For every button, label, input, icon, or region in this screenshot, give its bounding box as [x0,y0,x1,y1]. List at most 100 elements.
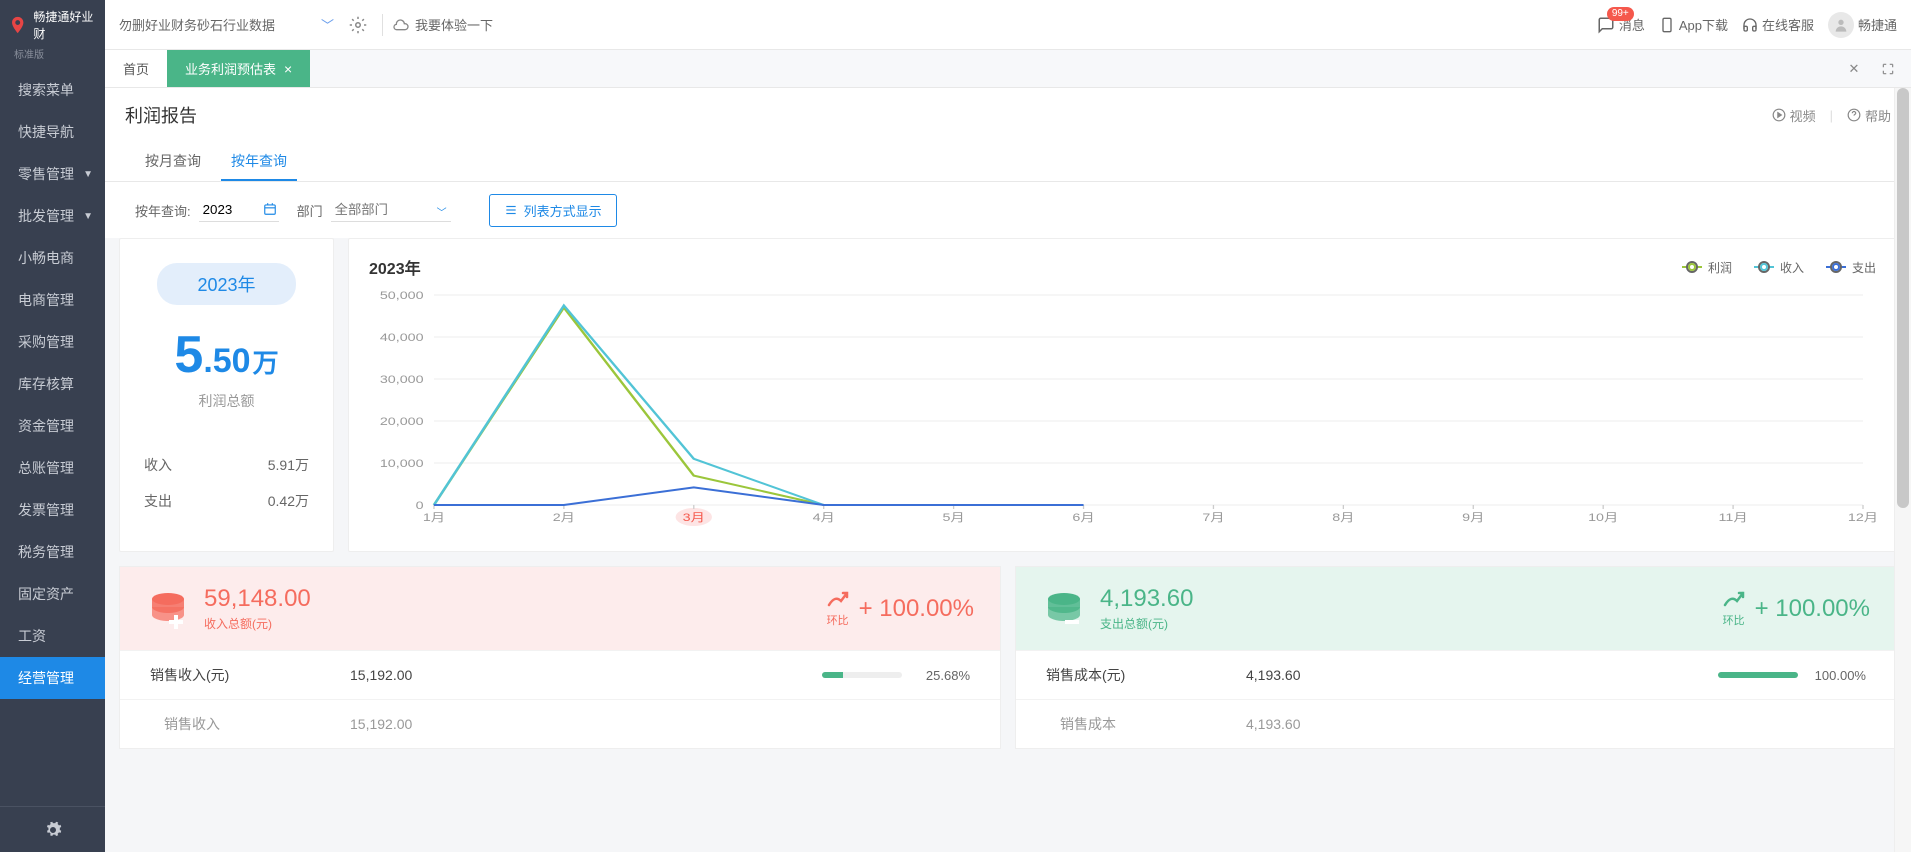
income-icon [146,587,190,631]
subtabs: 按月查询 按年查询 [105,142,1911,182]
topbar: 勿删好业财务砂石行业数据 ﹀ 我要体验一下 消息 99+ Ap [105,0,1911,50]
sidebar-item[interactable]: 资金管理 [0,405,105,447]
messages-button[interactable]: 消息 99+ [1597,15,1645,34]
profit-label: 利润总额 [199,391,255,411]
sidebar-item[interactable]: 小畅电商 [0,237,105,279]
tab-home[interactable]: 首页 [105,50,167,87]
sidebar: 畅捷通好业财 标准版 搜索菜单快捷导航零售管理▼批发管理▼小畅电商电商管理采购管… [0,0,105,852]
gear-icon [44,821,62,839]
legend-item[interactable]: 支出 [1826,259,1876,276]
list-view-button[interactable]: 列表方式显示 [489,194,617,227]
svg-text:4月: 4月 [813,511,835,524]
svg-text:1月: 1月 [423,511,445,524]
sidebar-item[interactable]: 零售管理▼ [0,153,105,195]
sidebar-item[interactable]: 发票管理 [0,489,105,531]
stat-row: 销售成本4,193.60 [1016,699,1896,748]
summary-card: 2023年 5.50万 利润总额 收入 5.91万 支出 0.42万 [119,238,334,552]
tab-close-all[interactable]: ✕ [1841,56,1867,82]
profit-total: 5.50万 [174,325,278,385]
logo: 畅捷通好业财 [0,0,105,50]
expense-label: 支出总额(元) [1100,615,1193,632]
dept-select[interactable] [331,198,451,222]
income-row: 收入 5.91万 [138,447,315,483]
subtab-month[interactable]: 按月查询 [135,142,211,181]
filter-row: 按年查询: 部门 ﹀ 列表方式显示 [105,182,1911,238]
svg-text:5月: 5月 [942,511,964,524]
svg-text:12月: 12月 [1848,511,1876,524]
svg-text:2月: 2月 [553,511,575,524]
chevron-down-icon: ﹀ [437,204,447,219]
sidebar-item[interactable]: 快捷导航 [0,111,105,153]
sidebar-settings[interactable] [0,806,105,852]
headset-icon [1742,17,1758,33]
tab-fullscreen[interactable] [1875,56,1901,82]
video-link[interactable]: 视频 [1772,106,1816,125]
trend-up-icon [1723,589,1749,609]
expense-stat-card: 4,193.60 支出总额(元) 环比 + 100.00% 销售成本(元 [1015,566,1897,749]
message-badge: 99+ [1607,7,1634,21]
chart-title: 2023年 [369,255,421,279]
help-icon [1847,108,1861,122]
year-label: 按年查询: [135,201,191,220]
page-header: 利润报告 视频 | 帮助 [105,88,1911,142]
chart-area: 010,00020,00030,00040,00050,0001月2月3月4月5… [369,285,1876,535]
try-link[interactable]: 我要体验一下 [393,15,493,34]
svg-text:7月: 7月 [1202,511,1224,524]
cloud-icon [393,17,409,33]
svg-text:40,000: 40,000 [380,331,424,344]
close-icon[interactable]: × [284,61,292,77]
help-link[interactable]: 帮助 [1847,106,1891,125]
gear-icon [349,16,367,34]
brand-icon [8,14,27,36]
avatar-icon [1828,12,1854,38]
sidebar-item[interactable]: 批发管理▼ [0,195,105,237]
expense-icon [1042,587,1086,631]
calendar-icon[interactable] [263,202,277,219]
play-icon [1772,108,1786,122]
svg-text:0: 0 [416,499,424,512]
dept-label: 部门 [297,201,323,220]
tabbar: 首页 业务利润预估表 × ✕ [105,50,1911,88]
sidebar-item[interactable]: 经营管理 [0,657,105,699]
income-value: 59,148.00 [204,585,311,613]
sidebar-item[interactable]: 库存核算 [0,363,105,405]
svg-text:6月: 6月 [1072,511,1094,524]
expense-trend: + 100.00% [1755,595,1870,623]
trend-up-icon [827,589,853,609]
scrollbar[interactable] [1894,88,1911,852]
chevron-down-icon: ▼ [83,211,93,222]
sidebar-item[interactable]: 税务管理 [0,531,105,573]
app-download-button[interactable]: App下载 [1659,15,1728,34]
income-stat-card: 59,148.00 收入总额(元) 环比 + 100.00% 销售收入( [119,566,1001,749]
dataset-selector[interactable]: 勿删好业财务砂石行业数据 ﹀ [119,15,334,34]
stat-row: 销售收入15,192.00 [120,699,1000,748]
subtab-year[interactable]: 按年查询 [221,142,297,181]
year-filter: 按年查询: [135,198,279,222]
service-button[interactable]: 在线客服 [1742,15,1814,34]
chevron-down-icon: ﹀ [321,15,334,34]
chart-card: 2023年 利润收入支出 010,00020,00030,00040,00050… [348,238,1897,552]
legend-item[interactable]: 收入 [1754,259,1804,276]
svg-text:10,000: 10,000 [380,457,424,470]
page-title: 利润报告 [125,102,197,128]
sidebar-item[interactable]: 固定资产 [0,573,105,615]
expense-value: 4,193.60 [1100,585,1193,613]
tab-profit-estimate[interactable]: 业务利润预估表 × [167,50,310,87]
sidebar-item[interactable]: 总账管理 [0,447,105,489]
content: 2023年 5.50万 利润总额 收入 5.91万 支出 0.42万 [105,238,1911,852]
income-label: 收入总额(元) [204,615,311,632]
svg-text:11月: 11月 [1719,511,1748,524]
brand-edition: 标准版 [0,46,105,61]
chart-legend: 利润 收入 支出 [1682,259,1876,276]
legend-item[interactable]: 利润 [1682,259,1732,276]
user-menu[interactable]: 畅捷通 [1828,12,1897,38]
sidebar-item[interactable]: 电商管理 [0,279,105,321]
svg-text:8月: 8月 [1332,511,1354,524]
sidebar-item[interactable]: 工资 [0,615,105,657]
sidebar-item[interactable]: 搜索菜单 [0,69,105,111]
svg-text:30,000: 30,000 [380,373,424,386]
settings-button[interactable] [344,11,372,39]
sidebar-item[interactable]: 采购管理 [0,321,105,363]
svg-text:10月: 10月 [1588,511,1618,524]
income-trend: + 100.00% [859,595,974,623]
